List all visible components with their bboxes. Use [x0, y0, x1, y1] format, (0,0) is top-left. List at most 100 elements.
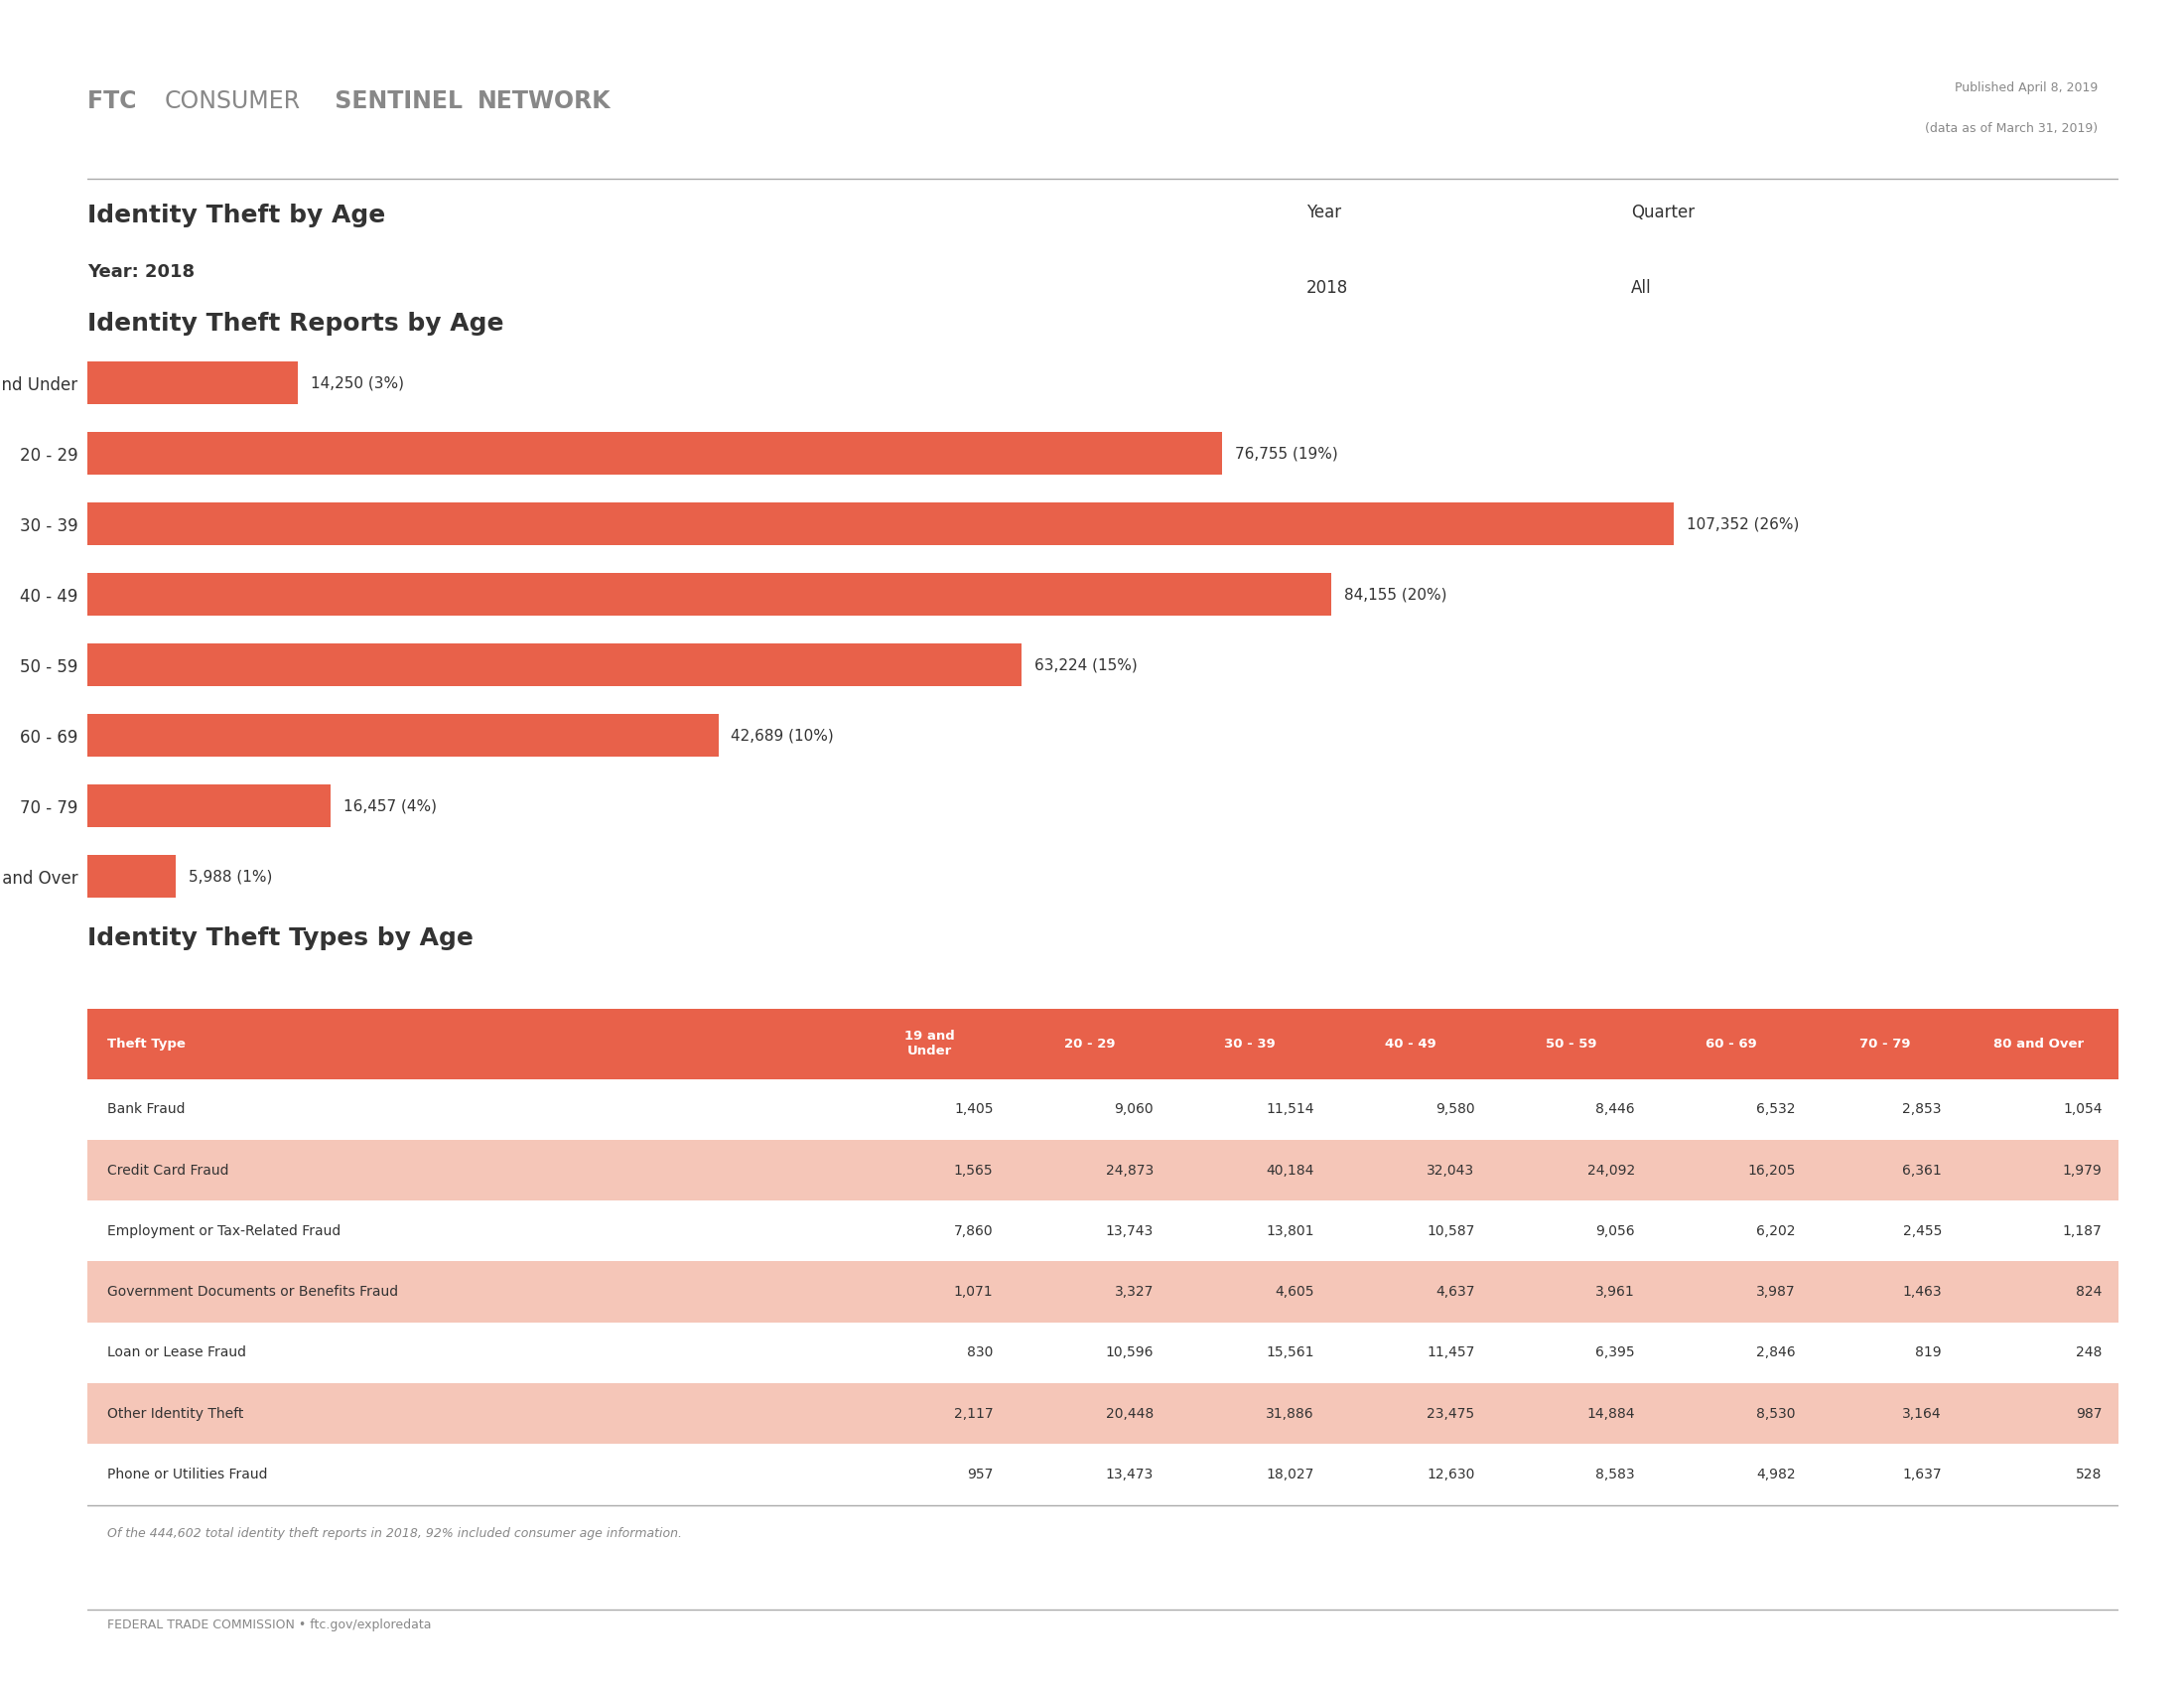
Text: 8,530: 8,530	[1756, 1406, 1795, 1421]
Text: 2018: 2018	[1306, 279, 1348, 297]
Text: 23,475: 23,475	[1426, 1406, 1474, 1421]
Text: 40 - 49: 40 - 49	[1385, 1036, 1437, 1050]
Text: 20 - 29: 20 - 29	[1064, 1036, 1116, 1050]
Text: 6,361: 6,361	[1902, 1163, 1942, 1177]
Text: 7,860: 7,860	[954, 1224, 994, 1237]
Bar	[87, 503, 1675, 545]
Text: Theft Type: Theft Type	[107, 1036, 186, 1050]
FancyBboxPatch shape	[87, 1139, 2118, 1200]
Text: 1,071: 1,071	[954, 1285, 994, 1298]
Text: Phone or Utilities Fraud: Phone or Utilities Fraud	[107, 1467, 269, 1482]
Text: 5,988 (1%): 5,988 (1%)	[188, 869, 273, 885]
Text: Bank Fraud: Bank Fraud	[107, 1102, 186, 1116]
Text: 9,580: 9,580	[1435, 1102, 1474, 1116]
Text: 248: 248	[2077, 1345, 2103, 1361]
FancyBboxPatch shape	[87, 1200, 2118, 1261]
Text: 107,352 (26%): 107,352 (26%)	[1686, 517, 1800, 532]
Text: 10,596: 10,596	[1105, 1345, 1153, 1361]
Text: Government Documents or Benefits Fraud: Government Documents or Benefits Fraud	[107, 1285, 400, 1298]
FancyBboxPatch shape	[87, 1079, 2118, 1139]
Text: 3,961: 3,961	[1597, 1285, 1636, 1298]
Text: Year: Year	[1306, 204, 1341, 221]
Text: Quarter: Quarter	[1631, 204, 1695, 221]
Text: 2,455: 2,455	[1902, 1224, 1942, 1237]
Text: 3,327: 3,327	[1114, 1285, 1153, 1298]
Text: 13,743: 13,743	[1105, 1224, 1153, 1237]
Text: Identity Theft by Age: Identity Theft by Age	[87, 204, 384, 228]
Text: 8,446: 8,446	[1597, 1102, 1636, 1116]
Text: 30 - 39: 30 - 39	[1225, 1036, 1275, 1050]
Bar	[87, 714, 719, 756]
Text: 31,886: 31,886	[1267, 1406, 1315, 1421]
Text: 2,853: 2,853	[1902, 1102, 1942, 1116]
Text: 11,457: 11,457	[1426, 1345, 1474, 1361]
FancyBboxPatch shape	[87, 1322, 2118, 1382]
Text: 830: 830	[968, 1345, 994, 1361]
Text: 4,982: 4,982	[1756, 1467, 1795, 1482]
Text: 9,056: 9,056	[1597, 1224, 1636, 1237]
Text: 6,532: 6,532	[1756, 1102, 1795, 1116]
Text: 50 - 59: 50 - 59	[1546, 1036, 1597, 1050]
Text: 1,054: 1,054	[2064, 1102, 2103, 1116]
Bar	[87, 432, 1221, 474]
Text: 1,187: 1,187	[2062, 1224, 2103, 1237]
FancyBboxPatch shape	[87, 1382, 2118, 1445]
Text: 42,689 (10%): 42,689 (10%)	[732, 728, 834, 743]
Text: 24,873: 24,873	[1105, 1163, 1153, 1177]
Text: 13,473: 13,473	[1105, 1467, 1153, 1482]
Text: Of the 444,602 total identity theft reports in 2018, 92% included consumer age i: Of the 444,602 total identity theft repo…	[107, 1528, 681, 1539]
Text: 4,605: 4,605	[1275, 1285, 1315, 1298]
Text: 40,184: 40,184	[1267, 1163, 1315, 1177]
Text: 16,457 (4%): 16,457 (4%)	[343, 798, 437, 814]
Text: 32,043: 32,043	[1426, 1163, 1474, 1177]
Text: 1,637: 1,637	[1902, 1467, 1942, 1482]
Text: Identity Theft Types by Age: Identity Theft Types by Age	[87, 927, 474, 950]
Text: SENTINEL: SENTINEL	[328, 89, 472, 113]
Text: 9,060: 9,060	[1114, 1102, 1153, 1116]
Text: Employment or Tax-Related Fraud: Employment or Tax-Related Fraud	[107, 1224, 341, 1237]
Text: Identity Theft Reports by Age: Identity Theft Reports by Age	[87, 312, 505, 336]
Text: 1,565: 1,565	[954, 1163, 994, 1177]
Text: 70 - 79: 70 - 79	[1859, 1036, 1911, 1050]
Text: 957: 957	[968, 1467, 994, 1482]
Bar	[87, 643, 1022, 685]
Text: 3,164: 3,164	[1902, 1406, 1942, 1421]
Text: Other Identity Theft: Other Identity Theft	[107, 1406, 245, 1421]
Bar	[87, 785, 330, 827]
Text: 14,250 (3%): 14,250 (3%)	[310, 375, 404, 390]
Text: CONSUMER: CONSUMER	[164, 89, 301, 113]
Text: 10,587: 10,587	[1426, 1224, 1474, 1237]
Text: Published April 8, 2019: Published April 8, 2019	[1955, 81, 2099, 95]
Text: 1,979: 1,979	[2062, 1163, 2103, 1177]
Text: All: All	[1631, 279, 1651, 297]
Bar	[87, 574, 1332, 616]
Text: 528: 528	[2077, 1467, 2103, 1482]
FancyBboxPatch shape	[87, 1008, 2118, 1079]
Text: 2,846: 2,846	[1756, 1345, 1795, 1361]
Text: Year: 2018: Year: 2018	[87, 263, 194, 280]
Text: 4,637: 4,637	[1435, 1285, 1474, 1298]
Text: Credit Card Fraud: Credit Card Fraud	[107, 1163, 229, 1177]
Text: FTC: FTC	[87, 89, 144, 113]
Text: (data as of March 31, 2019): (data as of March 31, 2019)	[1926, 122, 2099, 135]
Text: Loan or Lease Fraud: Loan or Lease Fraud	[107, 1345, 247, 1361]
Text: 1,405: 1,405	[954, 1102, 994, 1116]
Text: 2,117: 2,117	[954, 1406, 994, 1421]
Text: 24,092: 24,092	[1588, 1163, 1636, 1177]
Text: NETWORK: NETWORK	[478, 89, 612, 113]
Text: 1,463: 1,463	[1902, 1285, 1942, 1298]
Text: 20,448: 20,448	[1105, 1406, 1153, 1421]
Text: 76,755 (19%): 76,755 (19%)	[1234, 446, 1337, 461]
Text: FEDERAL TRADE COMMISSION • ftc.gov/exploredata: FEDERAL TRADE COMMISSION • ftc.gov/explo…	[107, 1619, 432, 1632]
Text: 60 - 69: 60 - 69	[1706, 1036, 1758, 1050]
Text: 80 and Over: 80 and Over	[1994, 1036, 2084, 1050]
Text: 16,205: 16,205	[1747, 1163, 1795, 1177]
Text: 3,987: 3,987	[1756, 1285, 1795, 1298]
Text: 824: 824	[2077, 1285, 2103, 1298]
FancyBboxPatch shape	[87, 1261, 2118, 1322]
Bar	[87, 361, 297, 403]
Text: 12,630: 12,630	[1426, 1467, 1474, 1482]
FancyBboxPatch shape	[87, 1445, 2118, 1506]
Text: 6,202: 6,202	[1756, 1224, 1795, 1237]
Text: 63,224 (15%): 63,224 (15%)	[1035, 658, 1138, 672]
